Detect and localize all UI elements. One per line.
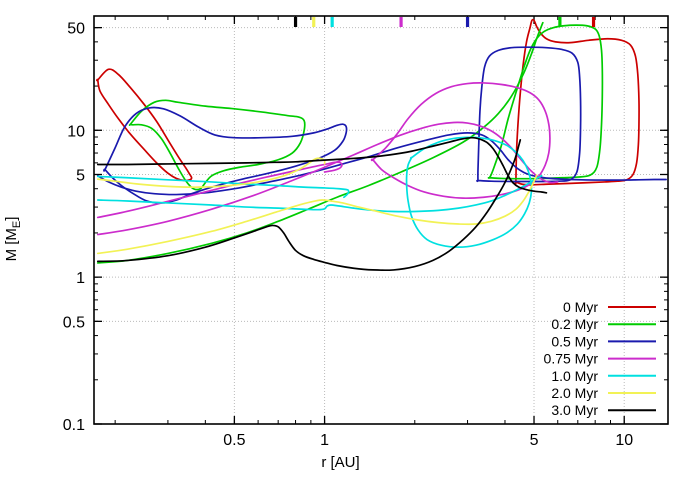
y-axis-label-base: M [M bbox=[3, 227, 20, 261]
x-tick-label: 10 bbox=[615, 432, 633, 449]
series-curve-2-0-myr bbox=[96, 157, 326, 189]
series-curve-0-2-myr bbox=[96, 21, 544, 264]
y-axis-label: M [ME] bbox=[3, 179, 23, 299]
series-curve-3-0-myr bbox=[96, 136, 548, 194]
series-curve-1-0-myr bbox=[96, 175, 350, 199]
series-curve-0-75-myr bbox=[96, 121, 559, 236]
legend-label-0: 0 Myr bbox=[563, 299, 598, 315]
y-tick-label: 10 bbox=[67, 123, 85, 140]
x-tick-label: 1 bbox=[320, 432, 329, 449]
series-loop-0-5-myr bbox=[476, 46, 582, 183]
series-loop-0-2-myr bbox=[128, 99, 306, 191]
legend-label-6: 3.0 Myr bbox=[551, 402, 598, 418]
series-curve-1-0-myr bbox=[96, 174, 543, 213]
series-loop-0-5-myr bbox=[103, 106, 348, 204]
legend-label-5: 2.0 Myr bbox=[551, 385, 598, 401]
y-tick-label: 5 bbox=[76, 167, 85, 184]
plot-frame bbox=[93, 15, 669, 425]
y-tick-label: 0.1 bbox=[63, 417, 85, 434]
series-curve-2-0-myr bbox=[96, 174, 538, 255]
y-axis-label-subscript: E bbox=[11, 220, 23, 228]
series-loop-0-2-myr bbox=[487, 24, 604, 180]
series-loop-0-75-myr bbox=[370, 82, 551, 200]
y-axis-label-close: ] bbox=[3, 216, 20, 221]
legend-label-4: 1.0 Myr bbox=[551, 368, 598, 384]
legend-label-2: 0.5 Myr bbox=[551, 333, 598, 349]
legend-label-3: 0.75 Myr bbox=[544, 351, 599, 367]
y-tick-label: 50 bbox=[67, 21, 85, 38]
series-curve-0-75-myr bbox=[96, 161, 343, 219]
x-axis-label: r [AU] bbox=[321, 454, 360, 471]
series-loop-1-0-myr bbox=[405, 136, 533, 249]
y-tick-label: 0.5 bbox=[63, 314, 85, 331]
legend-label-1: 0.2 Myr bbox=[551, 316, 598, 332]
x-tick-label: 5 bbox=[530, 432, 539, 449]
series-curve-3-0-myr bbox=[96, 139, 522, 272]
x-tick-label: 0.5 bbox=[223, 432, 245, 449]
series-curve-0-5-myr bbox=[96, 132, 667, 196]
series-loop-0-myr bbox=[96, 68, 193, 182]
y-tick-label: 1 bbox=[76, 270, 85, 287]
